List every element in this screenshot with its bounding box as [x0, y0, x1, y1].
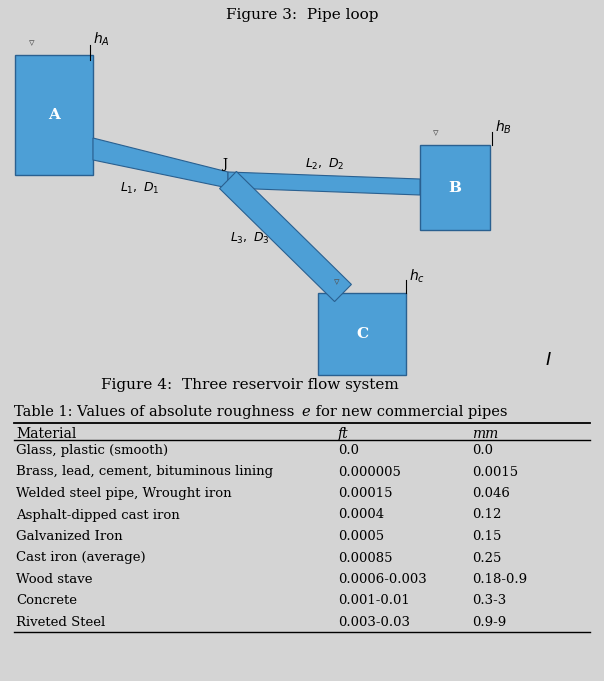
Polygon shape — [228, 172, 420, 195]
Text: 0.3-3: 0.3-3 — [472, 595, 506, 607]
Text: 0.0005: 0.0005 — [338, 530, 384, 543]
Text: Riveted Steel: Riveted Steel — [16, 616, 105, 629]
Text: Figure 3:  Pipe loop: Figure 3: Pipe loop — [226, 8, 378, 22]
Text: $L_1,\ D_1$: $L_1,\ D_1$ — [120, 181, 159, 196]
Text: 0.000005: 0.000005 — [338, 466, 401, 479]
Text: $\triangledown$: $\triangledown$ — [432, 128, 440, 138]
Text: 0.00085: 0.00085 — [338, 552, 393, 565]
Text: 0.0004: 0.0004 — [338, 509, 384, 522]
Text: Concrete: Concrete — [16, 595, 77, 607]
Text: 0.0: 0.0 — [472, 444, 493, 457]
Text: 0.12: 0.12 — [472, 509, 501, 522]
Text: $h_B$: $h_B$ — [495, 118, 512, 136]
Text: Galvanized Iron: Galvanized Iron — [16, 530, 123, 543]
Text: Asphalt-dipped cast iron: Asphalt-dipped cast iron — [16, 509, 180, 522]
Polygon shape — [220, 172, 352, 302]
Text: $h_A$: $h_A$ — [93, 31, 110, 48]
Text: 0.25: 0.25 — [472, 552, 501, 565]
Text: Glass, plastic (smooth): Glass, plastic (smooth) — [16, 444, 168, 457]
Text: $\triangledown$: $\triangledown$ — [333, 277, 341, 287]
Text: $L_3,\ D_3$: $L_3,\ D_3$ — [230, 231, 270, 246]
Text: 0.18-0.9: 0.18-0.9 — [472, 573, 527, 586]
Bar — [15, 55, 93, 175]
Text: 0.00015: 0.00015 — [338, 487, 393, 500]
Text: 0.9-9: 0.9-9 — [472, 616, 506, 629]
Text: Material: Material — [16, 427, 76, 441]
Text: C: C — [356, 327, 368, 341]
Text: Welded steel pipe, Wrought iron: Welded steel pipe, Wrought iron — [16, 487, 231, 500]
Text: for new commercial pipes: for new commercial pipes — [311, 405, 507, 419]
Text: $\triangledown$: $\triangledown$ — [28, 38, 36, 48]
Text: $L_2,\ D_2$: $L_2,\ D_2$ — [305, 157, 345, 172]
Text: Wood stave: Wood stave — [16, 573, 92, 586]
Text: Table 1: Values of absolute roughness: Table 1: Values of absolute roughness — [14, 405, 299, 419]
Text: Cast iron (average): Cast iron (average) — [16, 552, 146, 565]
Text: B: B — [449, 180, 461, 195]
Polygon shape — [93, 138, 228, 188]
Text: $I$: $I$ — [545, 351, 552, 369]
Text: 0.046: 0.046 — [472, 487, 510, 500]
Text: ft: ft — [338, 427, 349, 441]
Text: 0.001-0.01: 0.001-0.01 — [338, 595, 410, 607]
Text: A: A — [48, 108, 60, 122]
Text: 0.0: 0.0 — [338, 444, 359, 457]
Text: Brass, lead, cement, bituminous lining: Brass, lead, cement, bituminous lining — [16, 466, 273, 479]
Text: 0.0015: 0.0015 — [472, 466, 518, 479]
Text: $h_c$: $h_c$ — [409, 268, 425, 285]
Text: mm: mm — [472, 427, 498, 441]
Text: e: e — [301, 405, 310, 419]
Bar — [420, 145, 490, 230]
Text: 0.0006-0.003: 0.0006-0.003 — [338, 573, 427, 586]
Text: 0.15: 0.15 — [472, 530, 501, 543]
Text: Figure 4:  Three reservoir flow system: Figure 4: Three reservoir flow system — [101, 378, 399, 392]
Bar — [318, 293, 406, 375]
Text: J: J — [222, 158, 227, 171]
Text: 0.003-0.03: 0.003-0.03 — [338, 616, 410, 629]
